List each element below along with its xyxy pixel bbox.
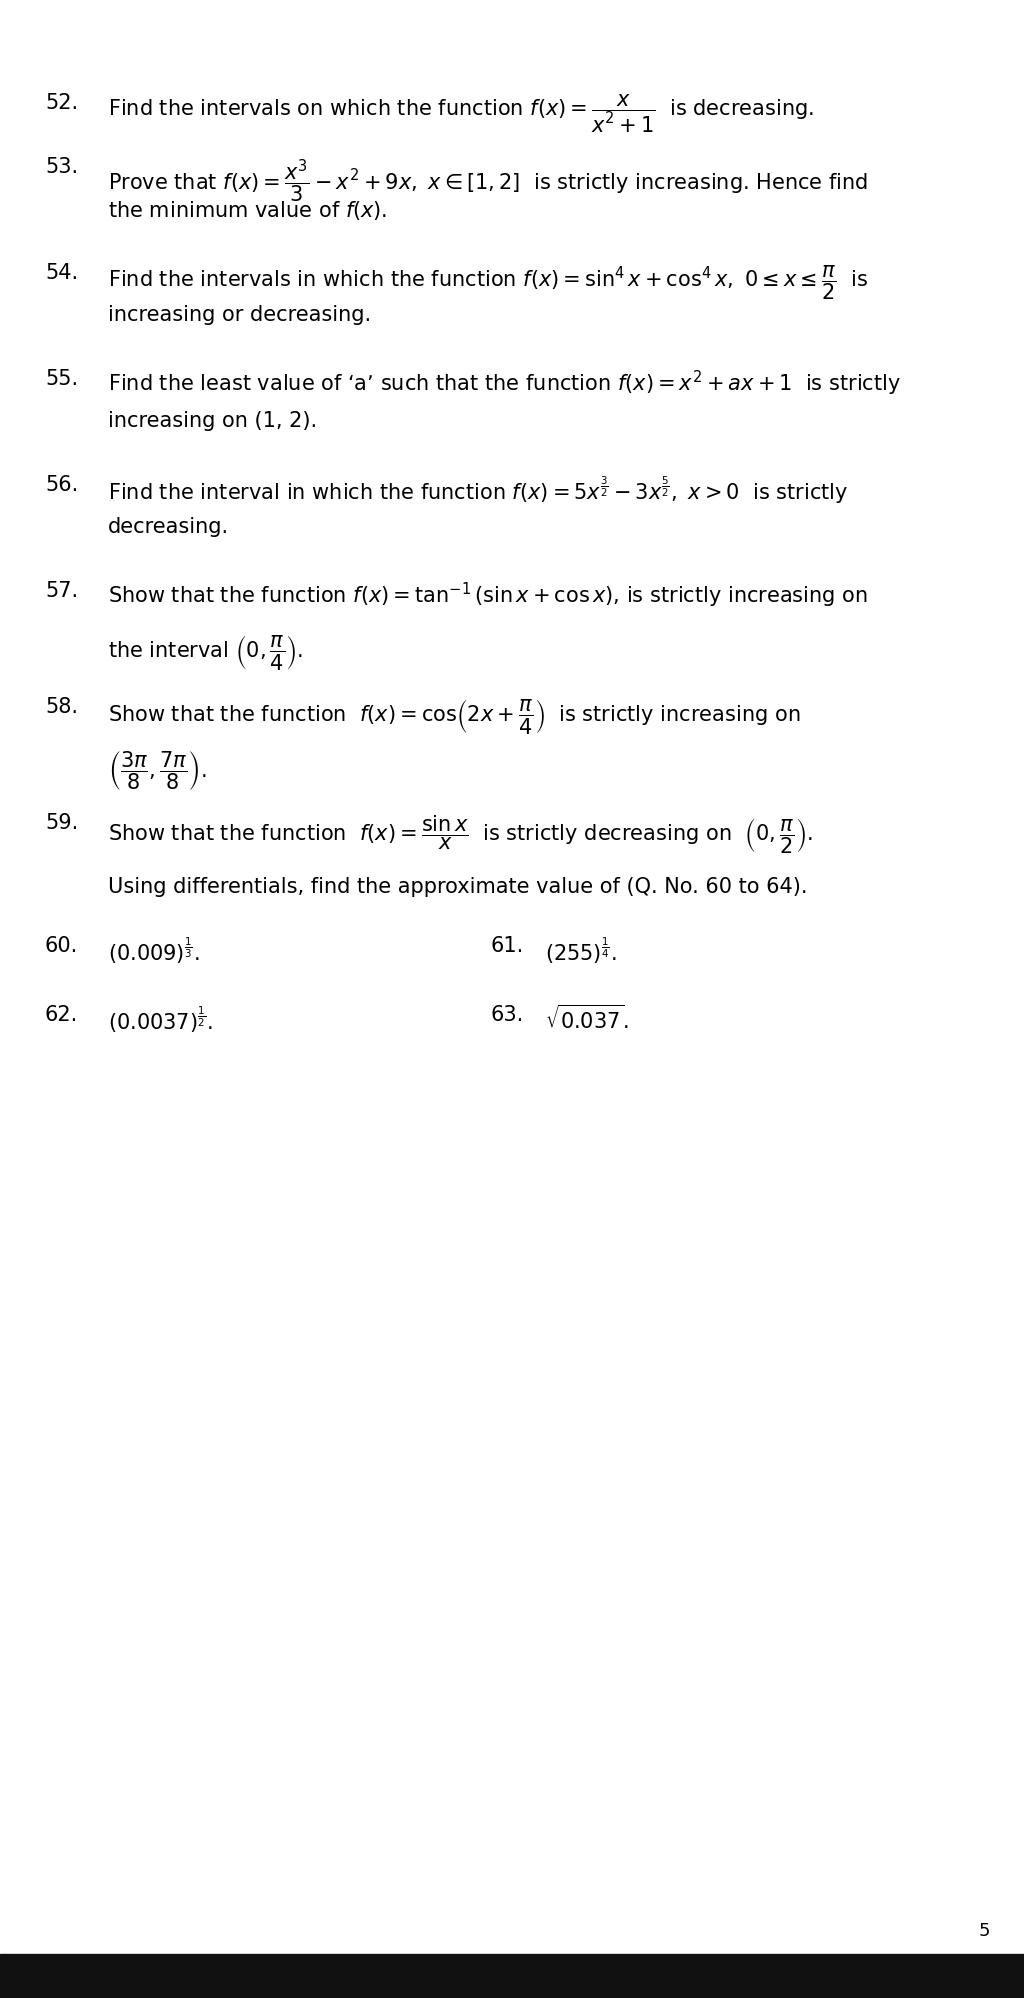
Text: Prove that $f(x) = \dfrac{x^3}{3} - x^2 + 9x,\ x \in [1, 2]$  is strictly increa: Prove that $f(x) = \dfrac{x^3}{3} - x^2 … [108, 158, 868, 204]
Text: increasing on (1, 2).: increasing on (1, 2). [108, 412, 317, 432]
Text: $\sqrt{0.037}$.: $\sqrt{0.037}$. [545, 1005, 629, 1033]
Text: 62.: 62. [45, 1005, 78, 1025]
Text: $(0.009)^{\frac{1}{3}}$.: $(0.009)^{\frac{1}{3}}$. [108, 935, 200, 967]
Text: 63.: 63. [490, 1005, 523, 1025]
Text: 54.: 54. [45, 264, 78, 284]
Text: the interval $\left(0, \dfrac{\pi}{4}\right)$.: the interval $\left(0, \dfrac{\pi}{4}\ri… [108, 633, 303, 671]
Text: 59.: 59. [45, 813, 78, 833]
Text: 58.: 58. [45, 697, 78, 717]
Text: 56.: 56. [45, 476, 78, 496]
Text: 52.: 52. [45, 94, 78, 114]
Text: decreasing.: decreasing. [108, 517, 229, 537]
Text: Using differentials, find the approximate value of (Q. No. 60 to 64).: Using differentials, find the approximat… [108, 877, 808, 897]
Text: Show that the function  $f(x) = \dfrac{\sin x}{x}$  is strictly decreasing on  $: Show that the function $f(x) = \dfrac{\s… [108, 813, 813, 855]
Text: Find the intervals on which the function $f(x) = \dfrac{x}{x^2+1}$  is decreasin: Find the intervals on which the function… [108, 94, 814, 136]
Text: 57.: 57. [45, 581, 78, 601]
Text: $(0.0037)^{\frac{1}{2}}$.: $(0.0037)^{\frac{1}{2}}$. [108, 1005, 213, 1035]
Text: Find the interval in which the function $f(x) = 5x^{\frac{3}{2}} - 3x^{\frac{5}{: Find the interval in which the function … [108, 476, 848, 505]
Text: $\left(\dfrac{3\pi}{8}, \dfrac{7\pi}{8}\right)$.: $\left(\dfrac{3\pi}{8}, \dfrac{7\pi}{8}\… [108, 749, 207, 791]
Text: Show that the function $f(x) = \tan^{-1}(\sin x + \cos x)$, is strictly increasi: Show that the function $f(x) = \tan^{-1}… [108, 581, 868, 609]
Text: $(255)^{\frac{1}{4}}$.: $(255)^{\frac{1}{4}}$. [545, 935, 616, 967]
Text: 55.: 55. [45, 370, 78, 390]
Text: 5: 5 [979, 1922, 990, 1940]
Text: Find the intervals in which the function $f(x) = \sin^4 x + \cos^4 x,\ 0 \leq x : Find the intervals in which the function… [108, 264, 868, 302]
Text: Show that the function  $f(x) = \cos\!\left(2x + \dfrac{\pi}{4}\right)$  is stri: Show that the function $f(x) = \cos\!\le… [108, 697, 801, 735]
Text: the minimum value of $f(x)$.: the minimum value of $f(x)$. [108, 200, 387, 222]
Text: Find the least value of ‘a’ such that the function $f(x) = x^2 + ax + 1$  is str: Find the least value of ‘a’ such that th… [108, 370, 901, 398]
Text: increasing or decreasing.: increasing or decreasing. [108, 306, 371, 326]
Text: 53.: 53. [45, 158, 78, 178]
Text: 60.: 60. [45, 935, 78, 955]
Bar [0, 1954, 1024, 1998]
Text: 61.: 61. [490, 935, 523, 955]
